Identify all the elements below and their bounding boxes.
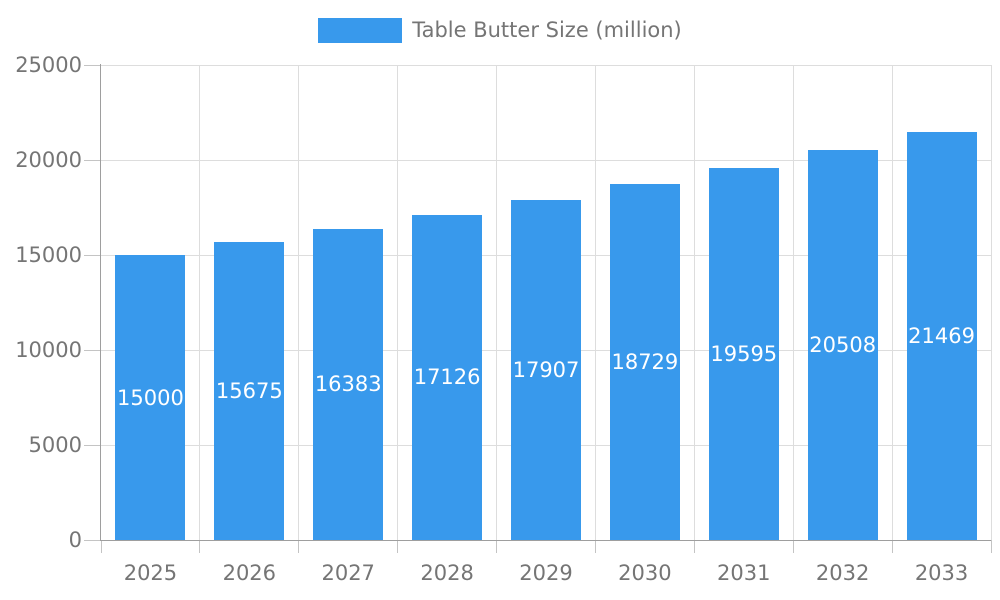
bar-value-label: 18729: [611, 350, 679, 375]
bar[interactable]: 20508: [807, 150, 878, 540]
bar-value-label: 17907: [512, 357, 580, 382]
gridline-vertical: [693, 65, 695, 540]
x-axis-tick: [990, 540, 992, 553]
gridline-vertical: [891, 65, 893, 540]
x-axis-label: 2033: [914, 561, 969, 585]
gridline-vertical: [199, 65, 201, 540]
bar[interactable]: 21469: [906, 132, 977, 540]
y-axis-tick: [84, 64, 101, 66]
x-axis-label: 2025: [123, 561, 178, 585]
legend-item[interactable]: Table Butter Size (million): [0, 18, 1000, 43]
legend-label: Table Butter Size (million): [412, 18, 682, 42]
x-axis-tick: [100, 540, 102, 553]
y-axis-tick: [84, 444, 101, 446]
gridline-vertical: [990, 65, 992, 540]
bar-value-label: 16383: [314, 372, 382, 397]
gridline-horizontal: [101, 159, 991, 161]
x-axis-tick: [496, 540, 498, 553]
gridline-vertical: [594, 65, 596, 540]
x-axis-label: 2026: [222, 561, 277, 585]
gridline-vertical: [397, 65, 399, 540]
x-axis-tick: [891, 540, 893, 553]
y-axis-line: [100, 64, 101, 541]
y-axis-tick: [84, 159, 101, 161]
bar[interactable]: 19595: [708, 167, 779, 540]
bar-value-label: 19595: [710, 341, 778, 366]
x-axis-label: 2027: [321, 561, 375, 585]
bar-value-label: 21469: [908, 324, 975, 349]
x-axis-label: 2030: [618, 561, 672, 585]
bar-value-label: 15675: [215, 379, 283, 404]
x-axis-label: 2032: [815, 561, 870, 585]
x-axis-tick: [298, 540, 300, 553]
x-axis-tick: [594, 540, 596, 553]
bar[interactable]: 15000: [115, 255, 186, 540]
legend-swatch-icon: [318, 18, 403, 43]
bar[interactable]: 17126: [412, 214, 483, 540]
gridline-vertical: [792, 65, 794, 540]
x-axis-tick: [792, 540, 794, 553]
gridline-vertical: [496, 65, 498, 540]
bar[interactable]: 17907: [511, 199, 581, 540]
y-axis-label: 20000: [15, 148, 82, 172]
y-axis-label: 0: [68, 528, 82, 552]
bar-value-label: 17126: [413, 365, 481, 390]
x-axis-tick: [397, 540, 399, 553]
x-axis-label: 2031: [717, 561, 771, 585]
bar[interactable]: 18729: [609, 184, 680, 540]
bar[interactable]: 15675: [214, 242, 285, 540]
y-axis-label: 10000: [15, 338, 82, 362]
y-axis-tick: [84, 539, 101, 541]
gridline-horizontal: [101, 64, 991, 66]
y-axis-label: 5000: [28, 433, 82, 457]
x-axis-line: [100, 540, 991, 541]
x-axis-tick: [199, 540, 201, 553]
x-axis-tick: [693, 540, 695, 553]
y-axis-tick: [84, 254, 101, 256]
y-axis-label: 25000: [15, 53, 82, 77]
bar-value-label: 20508: [809, 333, 877, 358]
bar-value-label: 15000: [117, 385, 184, 410]
y-axis-label: 15000: [15, 243, 82, 267]
bar[interactable]: 16383: [313, 228, 384, 540]
x-axis-label: 2029: [519, 561, 573, 585]
gridline-vertical: [298, 65, 300, 540]
x-axis-label: 2028: [420, 561, 474, 585]
y-axis-tick: [84, 349, 101, 351]
